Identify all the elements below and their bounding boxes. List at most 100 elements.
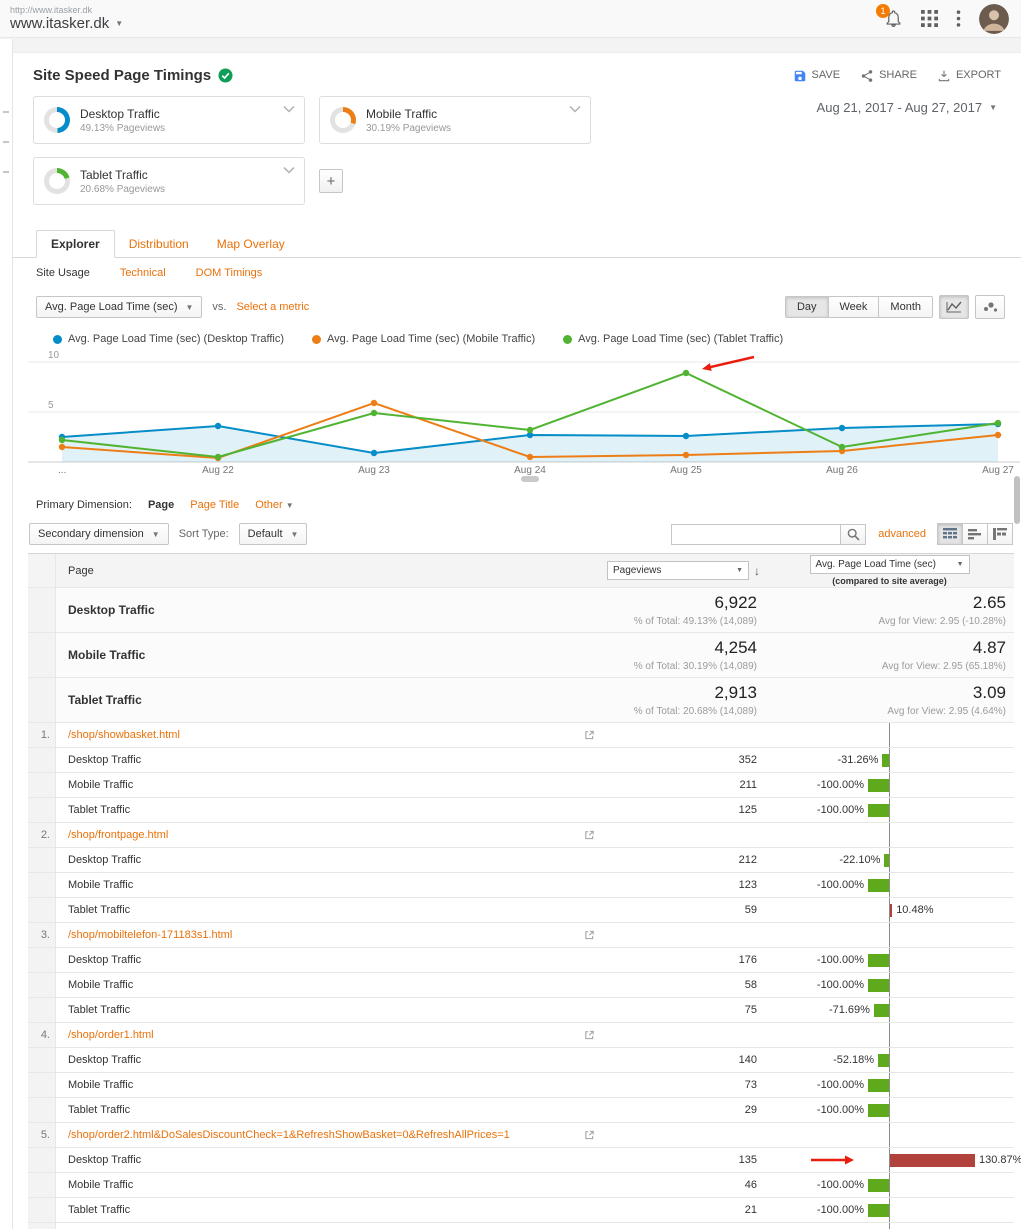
segment-card-tablet[interactable]: Tablet Traffic 20.68% Pageviews: [33, 157, 305, 205]
motion-chart-icon: [984, 302, 998, 312]
segment-row: Tablet Traffic 21 -100.00%: [28, 1198, 1014, 1223]
pageviews-metric-select[interactable]: Pageviews ▼: [607, 561, 749, 580]
secondary-dimension-dropdown[interactable]: Secondary dimension ▼: [29, 523, 169, 545]
metric-selector-dropdown[interactable]: Avg. Page Load Time (sec) ▼: [36, 296, 203, 318]
dimension-page-title[interactable]: Page Title: [190, 499, 240, 511]
empty-pageviews-cell: [604, 723, 765, 747]
subtab-technical[interactable]: Technical: [119, 267, 166, 279]
search-button[interactable]: [841, 523, 867, 545]
open-in-new-icon[interactable]: [584, 830, 595, 841]
date-range-picker[interactable]: Aug 21, 2017 - Aug 27, 2017 ▼: [817, 100, 997, 115]
row-number-cell: [28, 873, 56, 897]
chevron-down-icon: ▼: [185, 302, 194, 312]
percent-vs-average-label: -52.18%: [833, 1054, 875, 1066]
timeline-handle[interactable]: [521, 476, 539, 482]
segment-load-time-cell: -100.00%: [765, 1198, 1014, 1222]
page-url-link[interactable]: /shop/mobiltelefon-171183s1.html: [68, 929, 233, 941]
segment-name-cell: Mobile Traffic: [68, 979, 134, 991]
chevron-down-icon[interactable]: [283, 105, 295, 113]
save-button[interactable]: SAVE: [793, 69, 840, 83]
granularity-week-button[interactable]: Week: [827, 297, 879, 317]
dimension-page[interactable]: Page: [147, 499, 175, 511]
table-search-input[interactable]: [671, 523, 842, 545]
segment-name-cell: Tablet Traffic: [68, 1204, 131, 1216]
segment-load-time-cell: -31.26%: [765, 748, 1014, 772]
chevron-down-icon[interactable]: [569, 105, 581, 113]
empty-pageviews-cell: [604, 1223, 765, 1229]
account-picker[interactable]: www.itasker.dk ▼: [10, 15, 123, 32]
bell-icon: [886, 10, 901, 28]
open-in-new-icon[interactable]: [584, 930, 595, 941]
select-a-metric-link[interactable]: Select a metric: [236, 301, 310, 313]
open-in-new-icon[interactable]: [584, 1030, 595, 1041]
legend-label: Avg. Page Load Time (sec) (Tablet Traffi…: [578, 333, 784, 345]
segment-pageviews-cell: 59: [744, 904, 757, 916]
notifications-button[interactable]: 1: [876, 4, 903, 28]
granularity-day-button[interactable]: Day: [785, 297, 828, 317]
subtab-site-usage[interactable]: Site Usage: [36, 267, 90, 279]
load-time-total-subtext: Avg for View: 2.95 (65.18%): [881, 661, 1006, 672]
page-url-link[interactable]: /shop/order1.html: [68, 1029, 154, 1041]
load-time-metric-select[interactable]: Avg. Page Load Time (sec) ▼: [809, 555, 970, 574]
share-button[interactable]: SHARE: [860, 69, 917, 83]
faster-than-average-bar: [868, 1104, 889, 1117]
percent-vs-average-label: -71.69%: [828, 1004, 870, 1016]
more-options-button[interactable]: [956, 10, 961, 27]
scrollbar-thumb[interactable]: [1014, 476, 1020, 524]
motion-chart-view-button[interactable]: [975, 295, 1005, 319]
page-url-link[interactable]: /shop/order2.html&DoSalesDiscountCheck=1…: [68, 1129, 510, 1141]
slower-than-average-bar: [890, 904, 893, 917]
segment-row: Tablet Traffic 75 -71.69%: [28, 998, 1014, 1023]
segment-name-cell: Desktop Traffic: [68, 754, 142, 766]
sort-type-label: Sort Type:: [178, 528, 229, 540]
open-in-new-icon[interactable]: [584, 730, 595, 741]
summary-pageviews-cell: 6,922 % of Total: 49.13% (14,089): [604, 588, 765, 632]
bar-baseline-axis: [889, 973, 890, 997]
percent-vs-average-label: -100.00%: [816, 1104, 864, 1116]
sort-type-dropdown[interactable]: Default ▼: [238, 523, 308, 545]
line-chart-view-button[interactable]: [939, 295, 969, 319]
tab-map-overlay[interactable]: Map Overlay: [216, 237, 285, 251]
page-url-link[interactable]: /shop/showbasket.html: [68, 729, 180, 741]
page-url-link[interactable]: /shop/frontpage.html: [68, 829, 169, 841]
advanced-filter-link[interactable]: advanced: [878, 528, 926, 540]
timeseries-chart[interactable]: 5 10 ... Aug 22 Aug 23 Aug 24 Aug 25 Aug 26 Aug…: [28, 349, 1020, 491]
dimension-other-dropdown[interactable]: Other ▼: [255, 499, 294, 511]
segment-donut-icon: [330, 107, 356, 133]
row-number-cell: 3.: [28, 923, 56, 947]
granularity-month-button[interactable]: Month: [878, 297, 932, 317]
segment-pageviews-cell: 352: [738, 754, 757, 766]
tab-distribution[interactable]: Distribution: [128, 237, 189, 251]
annotation-arrow-icon: [809, 1154, 855, 1166]
row-number-cell: [28, 1173, 56, 1197]
pageviews-select-label: Pageviews: [613, 565, 662, 576]
sort-descending-icon[interactable]: ↓: [754, 563, 760, 578]
summary-segment-name: Desktop Traffic: [68, 603, 155, 617]
faster-than-average-bar: [873, 1004, 889, 1017]
faster-than-average-bar: [868, 779, 889, 792]
segment-name: Mobile Traffic: [366, 106, 438, 121]
segment-pageviews-cell: 212: [738, 854, 757, 866]
subtab-dom-timings[interactable]: DOM Timings: [195, 267, 263, 279]
faster-than-average-bar: [868, 1179, 889, 1192]
row-number-cell: 2.: [28, 823, 56, 847]
empty-load-time-cell: [765, 1023, 1014, 1047]
bar-baseline-axis: [889, 1123, 890, 1147]
comparison-view-button[interactable]: [962, 523, 988, 545]
bar-baseline-axis: [889, 923, 890, 947]
apps-grid-button[interactable]: [921, 10, 938, 27]
faster-than-average-bar: [868, 804, 889, 817]
table-view-button[interactable]: [937, 523, 963, 545]
chevron-down-icon[interactable]: [283, 166, 295, 174]
collapsed-left-nav[interactable]: [0, 39, 13, 1229]
tab-explorer[interactable]: Explorer: [36, 230, 115, 258]
segment-card-mobile[interactable]: Mobile Traffic 30.19% Pageviews: [319, 96, 591, 144]
segment-card-desktop[interactable]: Desktop Traffic 49.13% Pageviews: [33, 96, 305, 144]
column-header-pageviews: Pageviews ▼ ↓: [604, 554, 765, 587]
user-avatar[interactable]: [979, 3, 1009, 34]
add-segment-button[interactable]: +: [319, 169, 343, 193]
open-in-new-icon[interactable]: [584, 1130, 595, 1141]
pivot-view-button[interactable]: [987, 523, 1013, 545]
page-url-cell: /shop/iphone-171276s1.html: [56, 1223, 604, 1229]
export-button[interactable]: EXPORT: [937, 69, 1001, 83]
